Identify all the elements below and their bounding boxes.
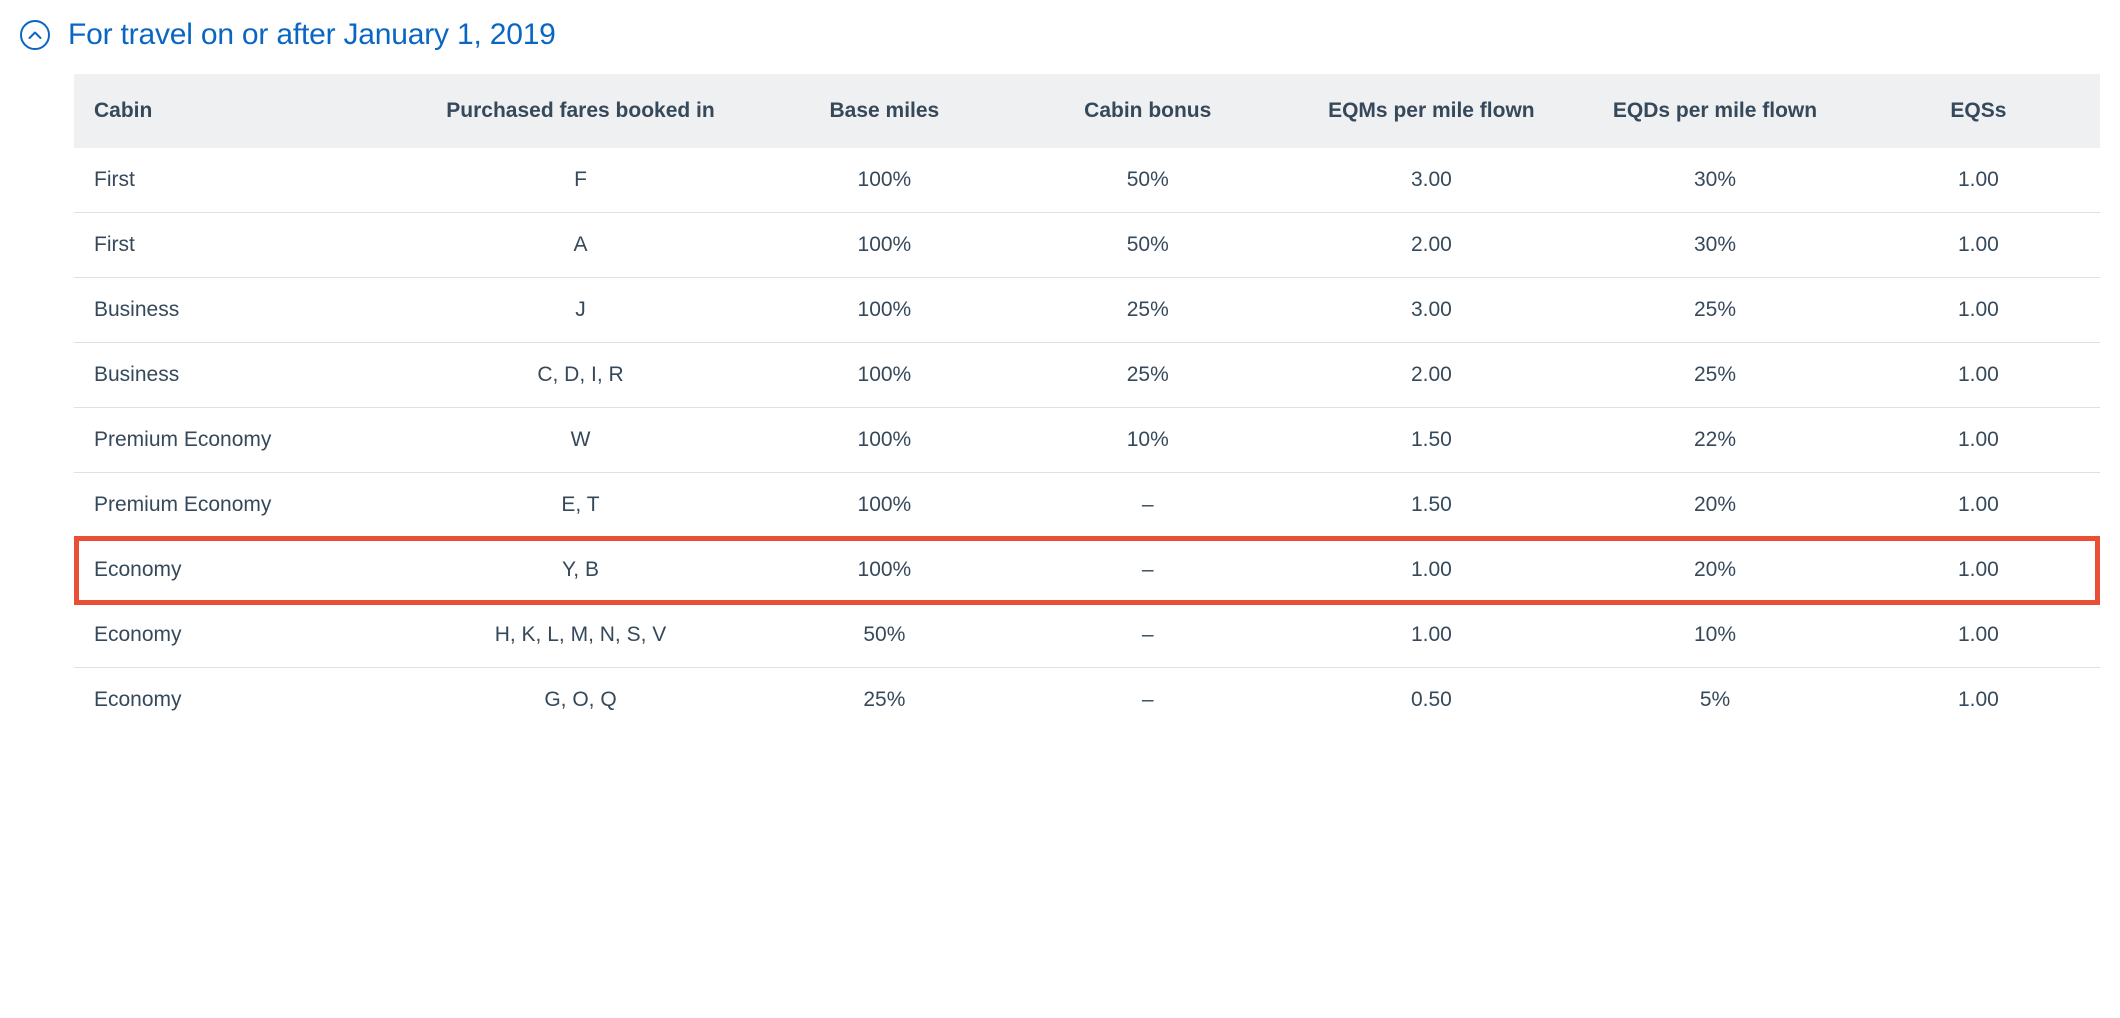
table-cell: C, D, I, R: [398, 343, 763, 408]
table-cell: 1.00: [1857, 473, 2100, 538]
table-cell: 0.50: [1290, 668, 1574, 733]
table-cell: W: [398, 408, 763, 473]
table-cell: 3.00: [1290, 278, 1574, 343]
table-cell: –: [1006, 538, 1290, 603]
table-cell: 25%: [1006, 343, 1290, 408]
table-cell: Economy: [74, 668, 398, 733]
table-cell: 100%: [763, 408, 1006, 473]
table-cell: 2.00: [1290, 213, 1574, 278]
table-row: Premium EconomyE, T100%–1.5020%1.00: [74, 473, 2100, 538]
table-cell: 2.00: [1290, 343, 1574, 408]
table-cell: Economy: [74, 603, 398, 668]
table-cell: 100%: [763, 343, 1006, 408]
table-row: BusinessC, D, I, R100%25%2.0025%1.00: [74, 343, 2100, 408]
table-cell: 100%: [763, 473, 1006, 538]
table-cell: 100%: [763, 213, 1006, 278]
table-cell: 50%: [763, 603, 1006, 668]
column-header: Cabin: [74, 74, 398, 148]
chevron-up-icon: [20, 20, 50, 50]
table-cell: 30%: [1573, 213, 1857, 278]
table-cell: A: [398, 213, 763, 278]
table-body: FirstF100%50%3.0030%1.00FirstA100%50%2.0…: [74, 148, 2100, 732]
table-cell: 3.00: [1290, 148, 1574, 213]
table-cell: –: [1006, 603, 1290, 668]
table-cell: E, T: [398, 473, 763, 538]
column-header: Cabin bonus: [1006, 74, 1290, 148]
table-cell: 20%: [1573, 538, 1857, 603]
table-cell: Business: [74, 343, 398, 408]
column-header: EQDs per mile flown: [1573, 74, 1857, 148]
table-cell: 50%: [1006, 148, 1290, 213]
fare-earning-table: CabinPurchased fares booked inBase miles…: [74, 74, 2100, 732]
table-cell: Y, B: [398, 538, 763, 603]
table-cell: 25%: [1573, 278, 1857, 343]
table-row: Premium EconomyW100%10%1.5022%1.00: [74, 408, 2100, 473]
table-cell: 25%: [763, 668, 1006, 733]
table-cell: 1.00: [1857, 343, 2100, 408]
table-row: BusinessJ100%25%3.0025%1.00: [74, 278, 2100, 343]
table-cell: Premium Economy: [74, 473, 398, 538]
table-cell: 1.00: [1857, 668, 2100, 733]
table-cell: 1.50: [1290, 473, 1574, 538]
table-cell: Premium Economy: [74, 408, 398, 473]
table-cell: 1.00: [1857, 538, 2100, 603]
table-cell: 1.00: [1857, 603, 2100, 668]
table-cell: F: [398, 148, 763, 213]
table-cell: 50%: [1006, 213, 1290, 278]
table-row: EconomyY, B100%–1.0020%1.00: [74, 538, 2100, 603]
column-header: EQMs per mile flown: [1290, 74, 1574, 148]
table-cell: 25%: [1006, 278, 1290, 343]
accordion-title: For travel on or after January 1, 2019: [68, 18, 556, 52]
table-cell: 1.00: [1857, 213, 2100, 278]
table-cell: –: [1006, 668, 1290, 733]
table-cell: J: [398, 278, 763, 343]
table-cell: Business: [74, 278, 398, 343]
table-cell: First: [74, 148, 398, 213]
table-cell: 1.00: [1857, 278, 2100, 343]
column-header: EQSs: [1857, 74, 2100, 148]
table-cell: 30%: [1573, 148, 1857, 213]
table-cell: 5%: [1573, 668, 1857, 733]
table-row: FirstF100%50%3.0030%1.00: [74, 148, 2100, 213]
table-cell: 1.00: [1290, 603, 1574, 668]
fare-table-container: CabinPurchased fares booked inBase miles…: [74, 74, 2100, 732]
accordion-toggle[interactable]: For travel on or after January 1, 2019: [20, 18, 2100, 52]
table-cell: G, O, Q: [398, 668, 763, 733]
table-row: EconomyH, K, L, M, N, S, V50%–1.0010%1.0…: [74, 603, 2100, 668]
table-cell: 100%: [763, 148, 1006, 213]
table-cell: H, K, L, M, N, S, V: [398, 603, 763, 668]
table-row: FirstA100%50%2.0030%1.00: [74, 213, 2100, 278]
table-cell: 1.00: [1857, 408, 2100, 473]
table-cell: 1.00: [1290, 538, 1574, 603]
table-cell: –: [1006, 473, 1290, 538]
table-cell: Economy: [74, 538, 398, 603]
table-cell: 22%: [1573, 408, 1857, 473]
table-row: EconomyG, O, Q25%–0.505%1.00: [74, 668, 2100, 733]
table-cell: 20%: [1573, 473, 1857, 538]
table-cell: 25%: [1573, 343, 1857, 408]
column-header: Base miles: [763, 74, 1006, 148]
table-cell: 1.50: [1290, 408, 1574, 473]
table-header: CabinPurchased fares booked inBase miles…: [74, 74, 2100, 148]
table-cell: 10%: [1573, 603, 1857, 668]
column-header: Purchased fares booked in: [398, 74, 763, 148]
table-cell: 100%: [763, 278, 1006, 343]
table-cell: 1.00: [1857, 148, 2100, 213]
table-cell: 100%: [763, 538, 1006, 603]
table-cell: First: [74, 213, 398, 278]
table-cell: 10%: [1006, 408, 1290, 473]
